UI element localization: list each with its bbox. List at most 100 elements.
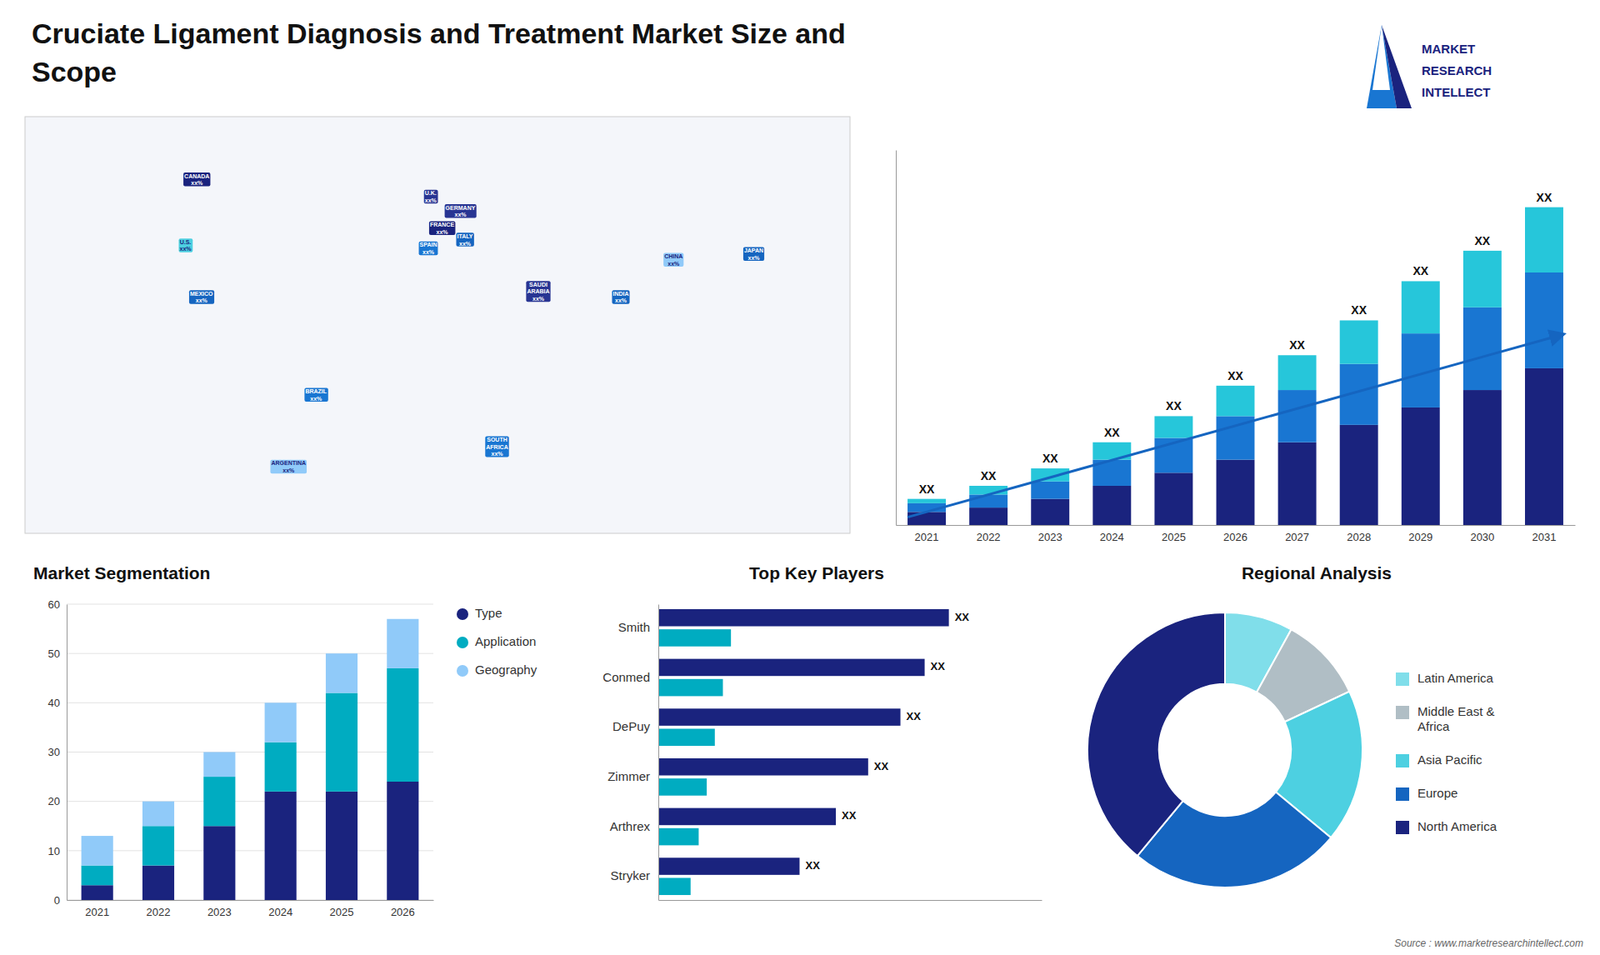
bar	[1340, 425, 1379, 525]
grid-line	[66, 800, 434, 802]
legend-item: Middle East &Africa	[1395, 704, 1495, 734]
data-label: XX	[1412, 264, 1429, 278]
slice	[1087, 612, 1225, 856]
tick: 2026	[1223, 525, 1248, 544]
data-label: XX	[1104, 425, 1120, 440]
map-label: CANADAxx%	[184, 172, 210, 186]
tick: 40	[48, 696, 67, 710]
tick: 20	[48, 795, 67, 808]
country-mark	[485, 435, 509, 457]
tick: Smith	[618, 620, 659, 635]
tick: 2026	[390, 900, 415, 919]
bar	[1401, 280, 1440, 334]
data-label: XX	[805, 859, 820, 872]
bar	[658, 609, 950, 627]
slices	[1087, 612, 1363, 888]
tick-label: 2025	[330, 905, 355, 919]
map-label: BRAZILxx%	[305, 388, 327, 402]
text-line: JAPAN	[744, 247, 764, 254]
bar	[1525, 272, 1564, 369]
map-label: SPAINxx%	[420, 241, 438, 255]
axis	[895, 150, 897, 526]
bar	[1030, 499, 1070, 525]
map-label: SOUTHAFRICAxx%	[485, 436, 508, 457]
bar	[1092, 485, 1131, 525]
legend-item: Application	[456, 634, 536, 649]
legend-label: Application	[475, 634, 536, 649]
tick: 2022	[146, 900, 171, 919]
annotations: XXXXXXXXXXXXXXXXXXXXXX	[919, 190, 1553, 496]
legend: Latin America Middle East &Africa Asia Pac…	[1395, 670, 1498, 835]
legend-item: Asia Pacific	[1395, 752, 1483, 768]
chart-title: Market Segmentation	[33, 563, 210, 583]
axis: 2021202220232024202520262027202820292030…	[896, 525, 1576, 544]
text-line: xx%	[425, 197, 438, 204]
bar	[1525, 368, 1564, 525]
bar	[658, 629, 731, 647]
axis: 0102030405060	[48, 598, 68, 907]
source: Source : www.marketresearchintellect.com	[1394, 937, 1584, 950]
tick: Conmed	[602, 670, 659, 685]
bar	[325, 653, 358, 693]
bar	[142, 865, 175, 900]
tick: 50	[48, 647, 67, 660]
map-label: CHINAxx%	[664, 253, 683, 267]
country-mark	[663, 253, 684, 268]
tick-label: 2022	[146, 905, 171, 919]
text-line: xx%	[454, 211, 467, 218]
bar	[81, 885, 114, 900]
data-label: XX	[930, 660, 946, 673]
text-line: ARABIA	[526, 288, 550, 295]
text-line: SAUDI	[529, 281, 548, 288]
text-line: Latin America	[1417, 670, 1495, 685]
bars	[907, 207, 1564, 525]
axis-line	[659, 900, 1043, 901]
chart: 2021202220232024202520260102030405060Typ…	[48, 598, 538, 920]
text-line: BRAZIL	[305, 388, 327, 395]
tick-label: 2021	[85, 905, 110, 919]
grid-line	[66, 604, 434, 605]
bar	[658, 808, 836, 826]
bar	[325, 791, 358, 900]
data-label: XX	[955, 610, 970, 624]
tick: Zimmer	[607, 769, 659, 784]
chart-title: Top Key Players	[749, 563, 885, 583]
bar	[142, 825, 175, 865]
legend-item: North America	[1395, 819, 1498, 835]
bar	[142, 801, 175, 827]
text-line: Middle East &	[1417, 704, 1495, 719]
bar	[658, 679, 723, 697]
bar	[1030, 481, 1070, 500]
legend-swatch	[1395, 705, 1410, 720]
data-label: XX	[1289, 338, 1305, 352]
tick-label: 2022	[976, 530, 1001, 544]
tick-label: 0	[54, 894, 60, 907]
bar	[386, 619, 419, 669]
legend-item: Type	[456, 605, 503, 620]
text-line: INDIA	[612, 290, 629, 297]
legend-item: Latin America	[1395, 670, 1495, 686]
map-label: MEXICOxx%	[190, 290, 214, 305]
tick: 2021	[915, 525, 940, 544]
country-mark	[270, 460, 307, 475]
data-label: XX	[1475, 234, 1491, 248]
data-label: XX	[841, 809, 857, 822]
page: Cruciate Ligament Diagnosis and Treatmen…	[0, 0, 1600, 955]
tick-label: 2026	[1223, 530, 1248, 544]
logo-text: RESEARCH	[1421, 63, 1492, 78]
bar	[81, 865, 114, 886]
map-marks	[178, 172, 765, 474]
tick-label: 2028	[1346, 530, 1371, 544]
title: Cruciate Ligament Diagnosis and Treatmen…	[31, 17, 846, 88]
legend-swatch	[456, 608, 469, 620]
text-line: North America	[1417, 819, 1498, 834]
legend-swatch	[1395, 820, 1410, 835]
data-label: XX	[980, 469, 997, 483]
logo: MARKETRESEARCHINTELLECT	[1366, 25, 1492, 109]
text-line: SPAIN	[420, 241, 438, 248]
country-mark	[429, 221, 455, 236]
tick: 2029	[1408, 525, 1433, 544]
grid-line	[66, 653, 434, 655]
bar	[1154, 472, 1193, 525]
legend-swatch	[1395, 672, 1410, 686]
